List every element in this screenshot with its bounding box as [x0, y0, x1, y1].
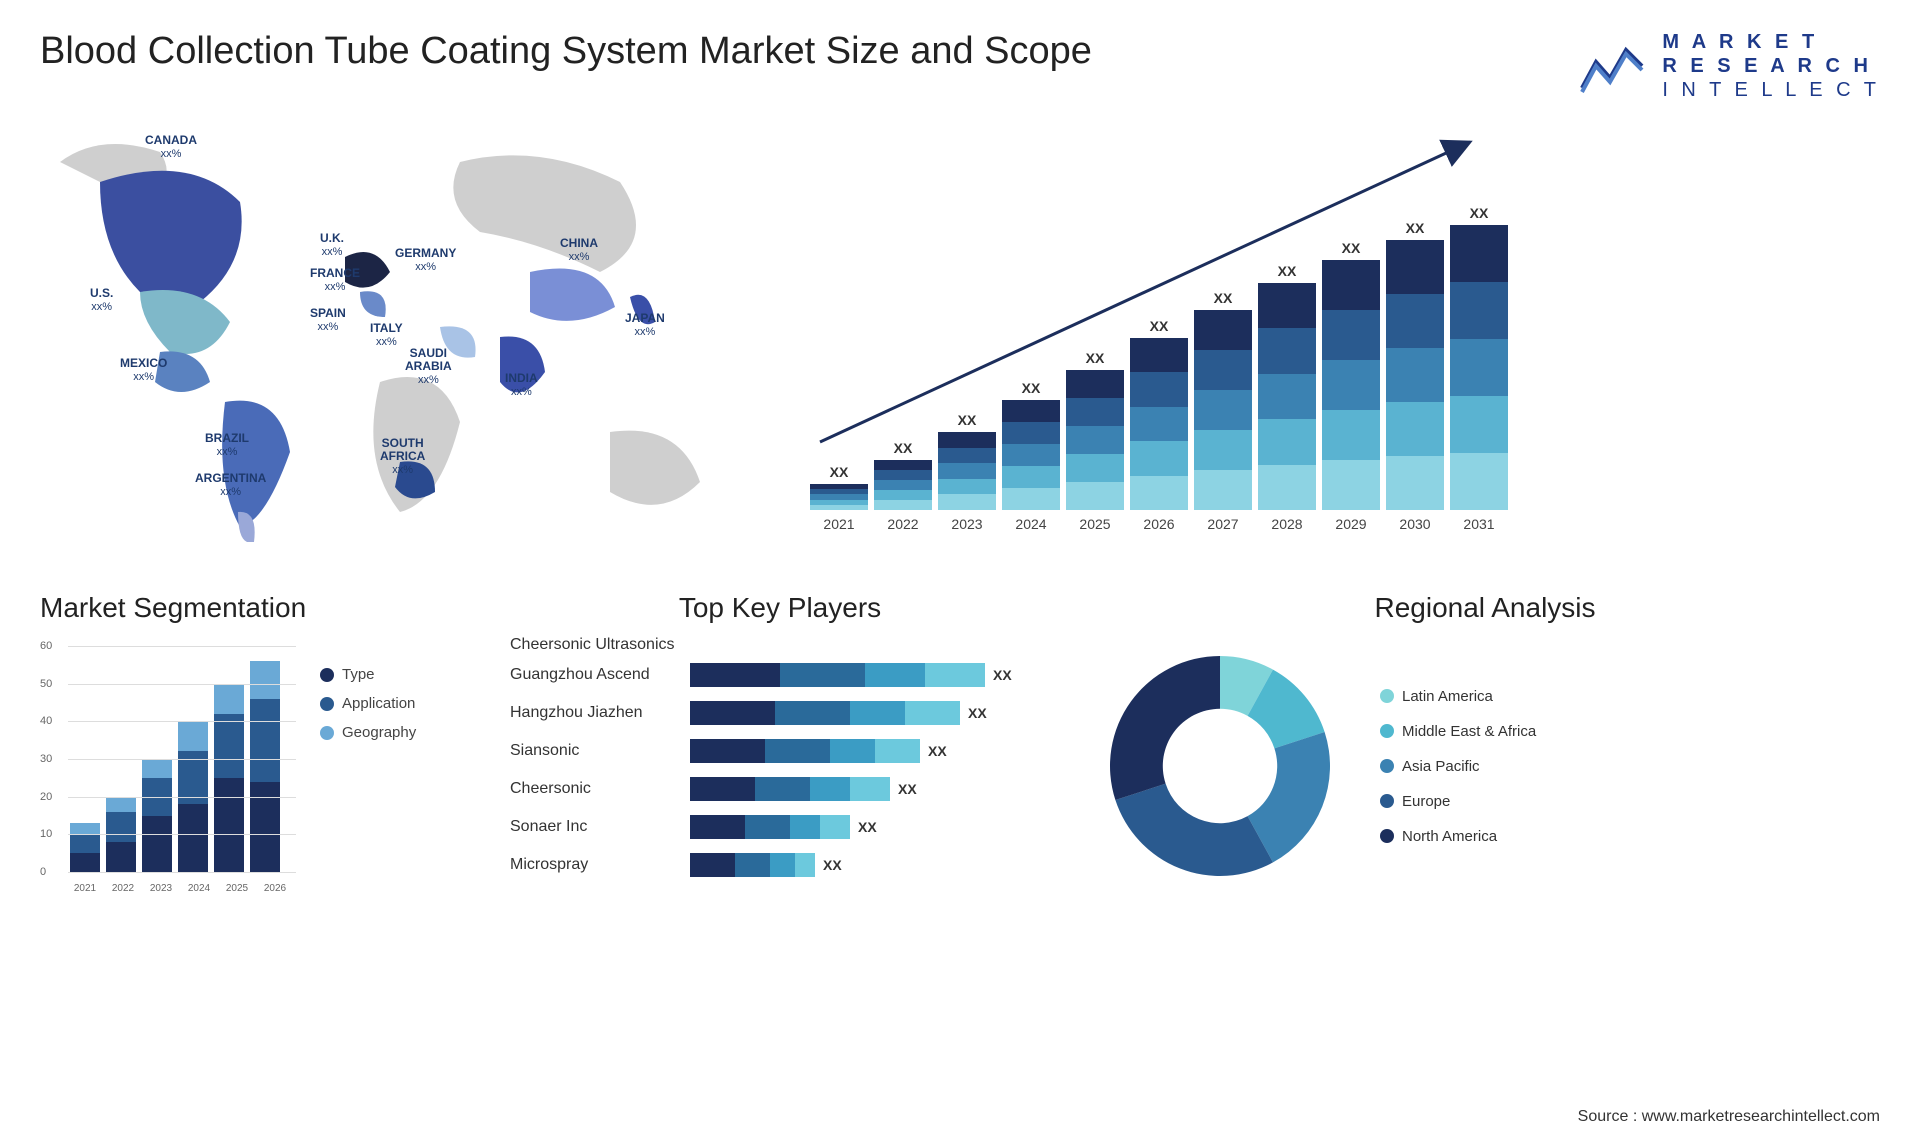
bar-year: 2023	[951, 516, 982, 532]
key-player-row: MicrosprayXX	[510, 850, 1050, 880]
bar-year: 2031	[1463, 516, 1494, 532]
map-label: CANADAxx%	[145, 134, 197, 160]
donut-slice	[1110, 656, 1220, 800]
logo-text: M A R K E T R E S E A R C H I N T E L L …	[1662, 30, 1880, 102]
bar-year: 2024	[1015, 516, 1046, 532]
bar-value: XX	[1278, 263, 1297, 279]
bar-col: XX 2031	[1450, 205, 1508, 532]
bar-value: XX	[1214, 290, 1233, 306]
page-title: Blood Collection Tube Coating System Mar…	[40, 30, 1092, 73]
legend-item: Type	[320, 666, 416, 683]
donut-slice	[1115, 784, 1273, 876]
seg-bar	[214, 684, 244, 872]
segmentation-chart: 0102030405060202120222023202420252026	[40, 636, 300, 896]
map-label: ITALYxx%	[370, 322, 403, 348]
seg-bar	[70, 823, 100, 872]
bar-year: 2027	[1207, 516, 1238, 532]
bar-value: XX	[958, 412, 977, 428]
key-player-row: Guangzhou AscendXX	[510, 660, 1050, 690]
map-label: FRANCExx%	[310, 267, 360, 293]
logo-icon	[1580, 38, 1650, 94]
regional-title: Regional Analysis	[1090, 592, 1880, 624]
bar-year: 2028	[1271, 516, 1302, 532]
regional-panel: Regional Analysis Latin America Middle Ea…	[1090, 592, 1880, 896]
bar-value: XX	[1150, 318, 1169, 334]
key-players-header: Cheersonic Ultrasonics	[510, 636, 1050, 654]
bar-value: XX	[894, 440, 913, 456]
key-player-name: Hangzhou Jiazhen	[510, 704, 680, 722]
bar-col: XX 2021	[810, 464, 868, 532]
bar-col: XX 2022	[874, 440, 932, 532]
growth-bar-chart: XX 2021 XX 2022 XX 2023 XX 2024 XX 2025 XX 2026 XX 20…	[790, 122, 1880, 562]
world-map: CANADAxx% U.S.xx% MEXICOxx% BRAZILxx% ARGENT…	[40, 122, 760, 562]
bar-value: XX	[1342, 240, 1361, 256]
legend-item: Middle East & Africa	[1380, 723, 1536, 740]
key-players-panel: Top Key Players Cheersonic Ultrasonics G…	[510, 592, 1050, 896]
bar-year: 2026	[1143, 516, 1174, 532]
bar-value: XX	[1022, 380, 1041, 396]
map-label: SPAINxx%	[310, 307, 346, 333]
bar-col: XX 2030	[1386, 220, 1444, 532]
bar-value: XX	[1406, 220, 1425, 236]
map-label: U.S.xx%	[90, 287, 113, 313]
legend-item: Application	[320, 695, 416, 712]
legend-item: Latin America	[1380, 688, 1536, 705]
map-label: ARGENTINAxx%	[195, 472, 266, 498]
bar-value: XX	[830, 464, 849, 480]
key-player-row: SiansonicXX	[510, 736, 1050, 766]
map-label: BRAZILxx%	[205, 432, 249, 458]
bar-col: XX 2025	[1066, 350, 1124, 532]
bar-year: 2030	[1399, 516, 1430, 532]
map-label: SAUDIARABIAxx%	[405, 347, 452, 387]
key-player-row: Hangzhou JiazhenXX	[510, 698, 1050, 728]
map-label: INDIAxx%	[505, 372, 538, 398]
bar-year: 2022	[887, 516, 918, 532]
segmentation-legend: Type Application Geography	[320, 666, 416, 741]
legend-item: North America	[1380, 828, 1536, 845]
key-players-title: Top Key Players	[510, 592, 1050, 624]
key-player-name: Siansonic	[510, 742, 680, 760]
key-player-row: CheersonicXX	[510, 774, 1050, 804]
bar-col: XX 2027	[1194, 290, 1252, 532]
bar-col: XX 2023	[938, 412, 996, 532]
regional-donut	[1090, 636, 1350, 896]
key-player-name: Microspray	[510, 856, 680, 874]
map-label: U.K.xx%	[320, 232, 344, 258]
bar-col: XX 2028	[1258, 263, 1316, 532]
logo: M A R K E T R E S E A R C H I N T E L L …	[1580, 30, 1880, 102]
legend-item: Europe	[1380, 793, 1536, 810]
seg-bar	[250, 661, 280, 872]
map-label: GERMANYxx%	[395, 247, 456, 273]
bar-col: XX 2029	[1322, 240, 1380, 532]
seg-bar	[142, 759, 172, 872]
legend-item: Asia Pacific	[1380, 758, 1536, 775]
key-player-row: Sonaer IncXX	[510, 812, 1050, 842]
footer-source: Source : www.marketresearchintellect.com	[1578, 1108, 1880, 1126]
bar-value: XX	[1470, 205, 1489, 221]
key-player-name: Sonaer Inc	[510, 818, 680, 836]
map-label: JAPANxx%	[625, 312, 665, 338]
bar-year: 2021	[823, 516, 854, 532]
key-player-name: Guangzhou Ascend	[510, 666, 680, 684]
bar-col: XX 2024	[1002, 380, 1060, 532]
map-label: MEXICOxx%	[120, 357, 167, 383]
key-player-name: Cheersonic	[510, 780, 680, 798]
segmentation-title: Market Segmentation	[40, 592, 470, 624]
map-label: CHINAxx%	[560, 237, 598, 263]
legend-item: Geography	[320, 724, 416, 741]
bar-year: 2029	[1335, 516, 1366, 532]
bar-value: XX	[1086, 350, 1105, 366]
bar-col: XX 2026	[1130, 318, 1188, 532]
regional-legend: Latin America Middle East & Africa Asia Pa…	[1380, 688, 1536, 845]
segmentation-panel: Market Segmentation 01020304050602021202…	[40, 592, 470, 896]
bar-year: 2025	[1079, 516, 1110, 532]
map-label: SOUTHAFRICAxx%	[380, 437, 425, 477]
